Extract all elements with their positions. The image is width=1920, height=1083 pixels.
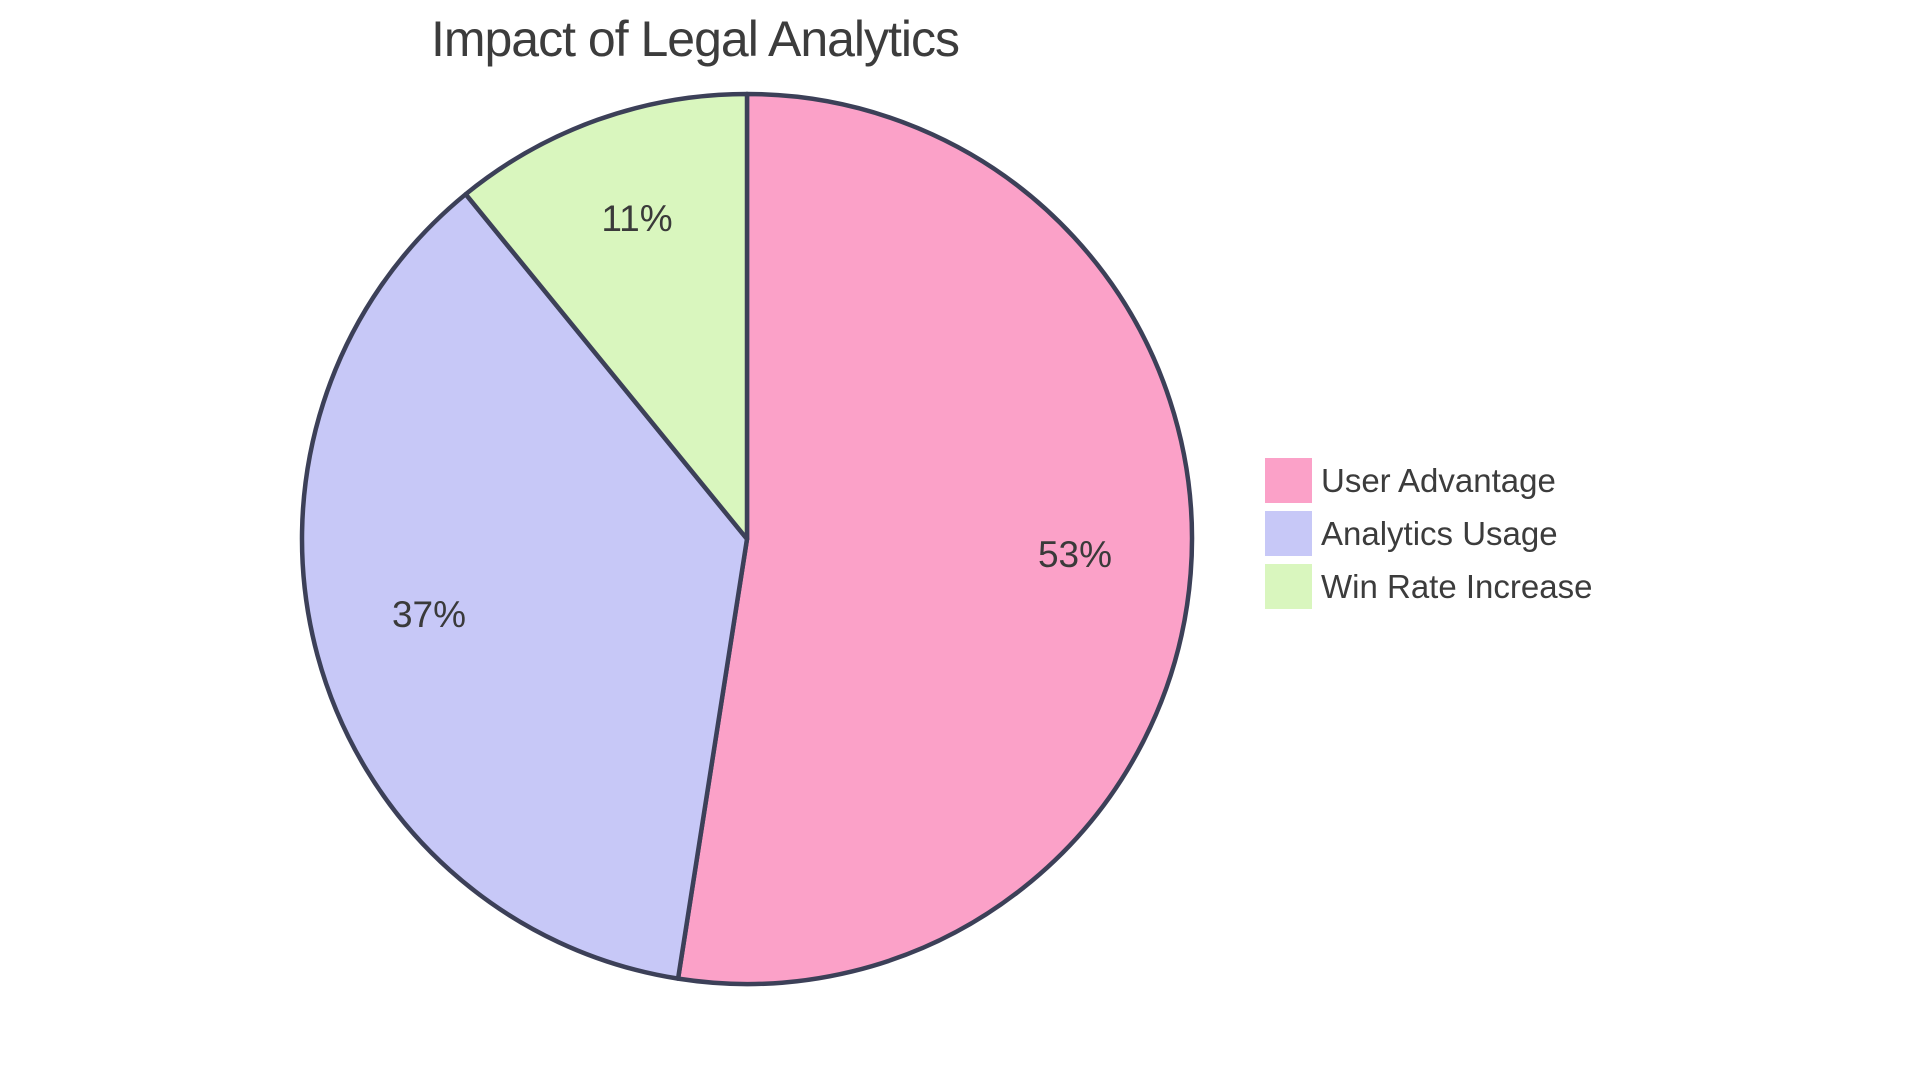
legend-swatch: [1265, 511, 1312, 556]
pie-slice-win-rate-increase: [463, 91, 750, 542]
legend: User Advantage Analytics Usage Win Rate In…: [1265, 458, 1592, 609]
legend-label: Win Rate Increase: [1321, 567, 1593, 605]
legend-item-analytics-usage: Analytics Usage: [1265, 511, 1592, 556]
slice-percent-label-analytics-usage: 37%: [391, 594, 467, 635]
legend-label: User Advantage: [1321, 461, 1556, 499]
slice-percent-label-win-rate-increase: 11%: [601, 198, 673, 239]
legend-item-win-rate-increase: Win Rate Increase: [1265, 564, 1592, 609]
legend-label: Analytics Usage: [1321, 514, 1558, 552]
chart-title: Impact of Legal Analytics: [430, 11, 960, 67]
legend-item-user-advantage: User Advantage: [1265, 458, 1592, 503]
pie-slice-user-advantage: [675, 91, 1195, 987]
legend-swatch: [1265, 564, 1312, 609]
pie-slice-analytics-usage: [299, 191, 750, 981]
legend-swatch: [1265, 458, 1312, 503]
slice-percent-label-user-advantage: 53%: [1037, 534, 1113, 575]
